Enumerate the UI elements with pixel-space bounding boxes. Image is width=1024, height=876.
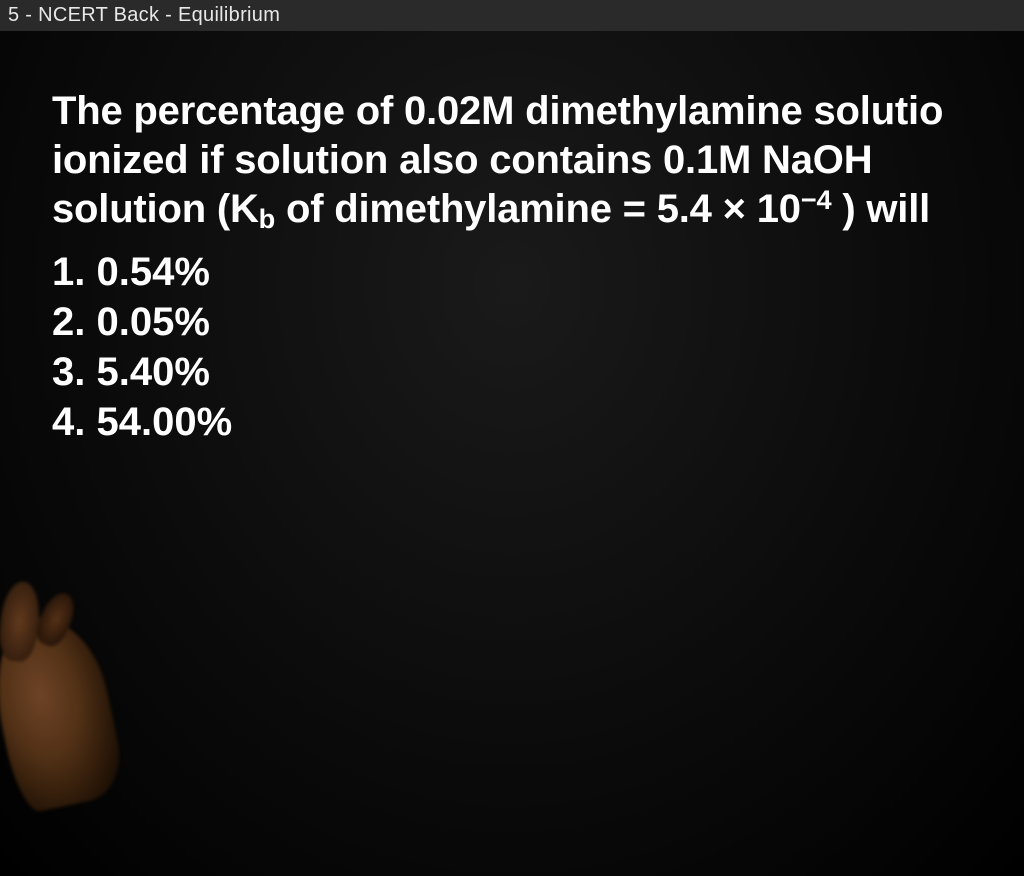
q3-sup: −4 bbox=[801, 184, 832, 215]
question-line-3: solution (Kb of dimethylamine = 5.4 × 10… bbox=[52, 185, 1024, 234]
q3-mid: of dimethylamine = 5.4 × 10 bbox=[275, 187, 801, 231]
header-bar: 5 - NCERT Back - Equilibrium bbox=[0, 0, 1024, 31]
options-list: 1. 0.54% 2. 0.05% 3. 5.40% 4. 54.00% bbox=[52, 247, 1024, 447]
question-stem: The percentage of 0.02M dimethylamine so… bbox=[52, 87, 1024, 233]
question-line-1: The percentage of 0.02M dimethylamine so… bbox=[52, 87, 1024, 136]
q3-suffix: ) will bbox=[831, 187, 930, 231]
option-2: 2. 0.05% bbox=[52, 297, 1024, 347]
option-4: 4. 54.00% bbox=[52, 397, 1024, 447]
slide-content: The percentage of 0.02M dimethylamine so… bbox=[0, 31, 1024, 876]
question-line-2: ionized if solution also contains 0.1M N… bbox=[52, 136, 1024, 185]
q3-prefix: solution (K bbox=[52, 187, 259, 231]
presenter-hand bbox=[0, 607, 129, 816]
q3-sub: b bbox=[259, 203, 275, 234]
header-title: 5 - NCERT Back - Equilibrium bbox=[8, 4, 280, 26]
option-3: 3. 5.40% bbox=[52, 347, 1024, 397]
option-1: 1. 0.54% bbox=[52, 247, 1024, 297]
